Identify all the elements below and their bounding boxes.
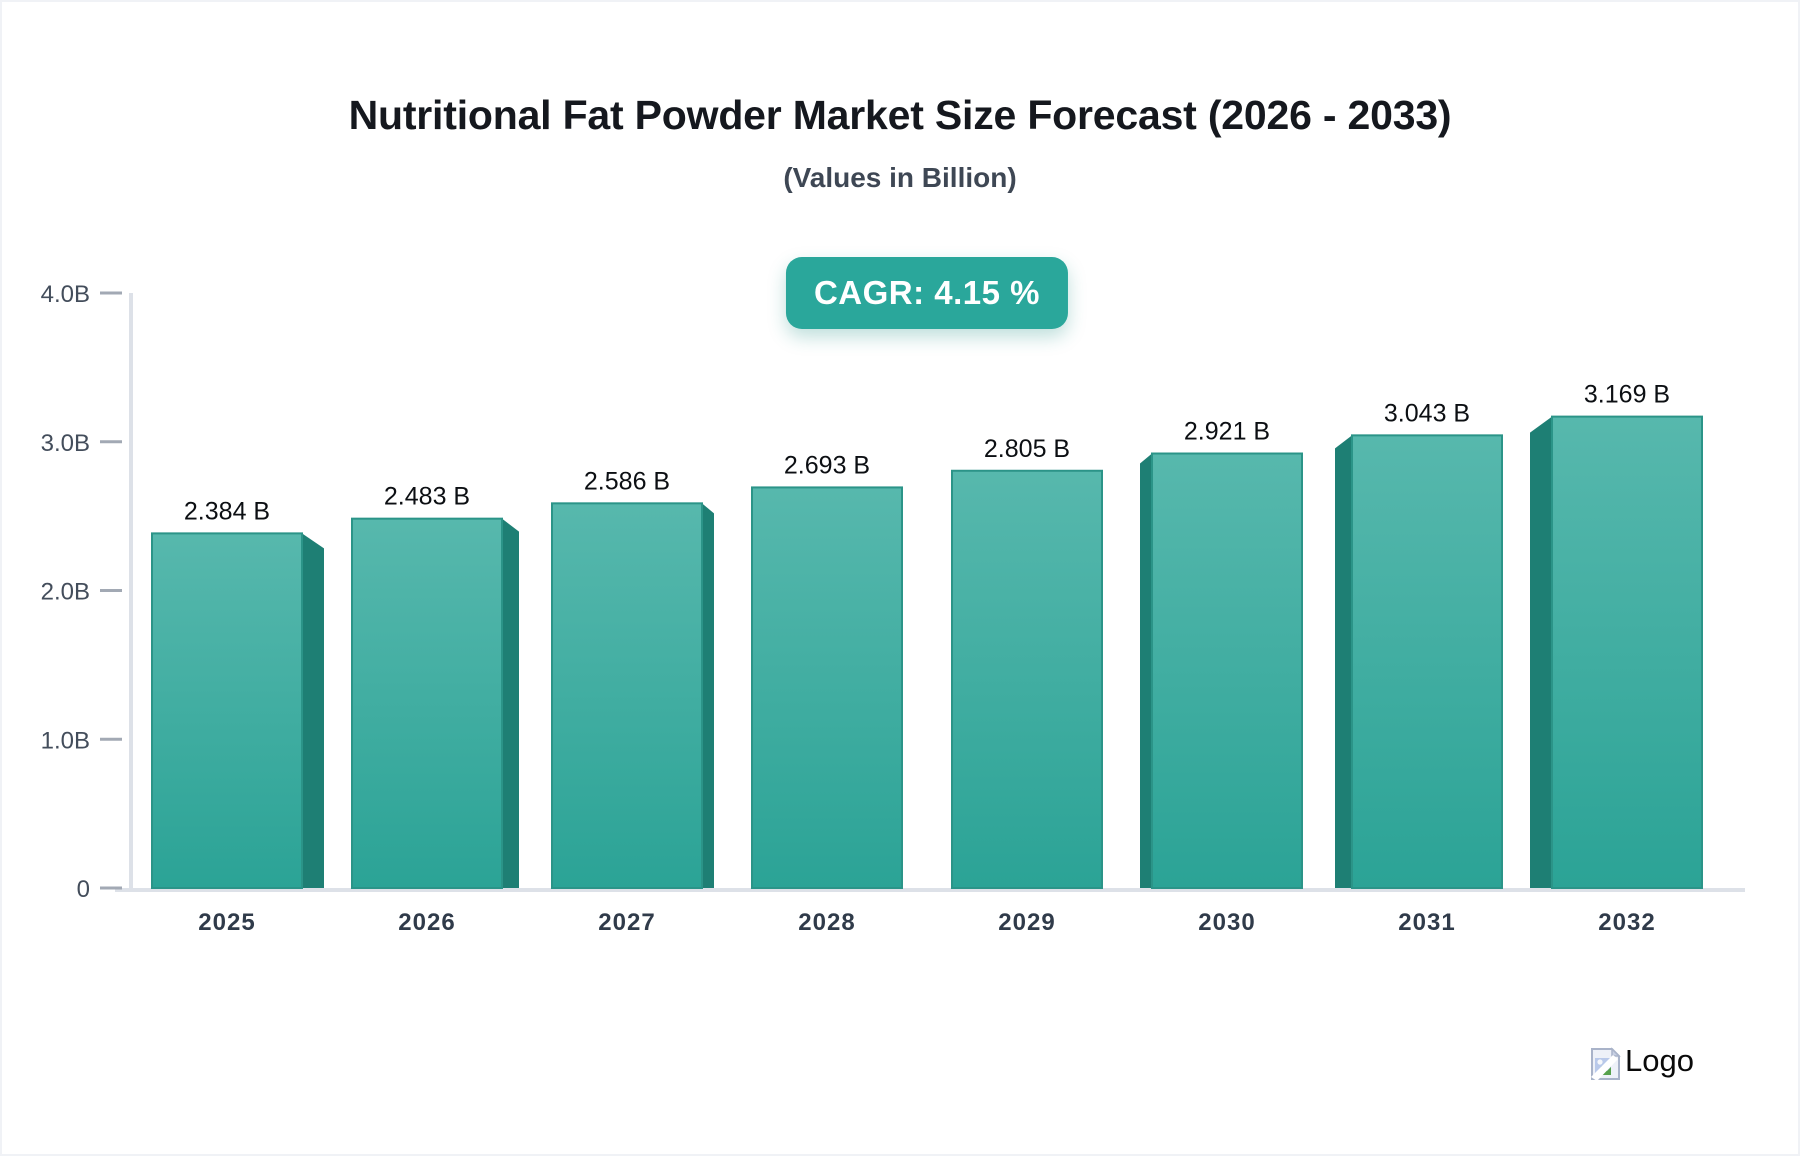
bar-value-label-2029: 2.805 B bbox=[984, 435, 1070, 463]
y-axis-tick-label: 3.0B bbox=[41, 430, 90, 457]
bar-2025 bbox=[151, 532, 303, 889]
bar-side-2025 bbox=[302, 533, 324, 888]
bar-value-label-2030: 2.921 B bbox=[1184, 418, 1270, 446]
y-axis-tick-label: 4.0B bbox=[41, 281, 90, 308]
y-axis-tick-label: 2.0B bbox=[41, 579, 90, 606]
bar-2031 bbox=[1351, 434, 1503, 889]
bar-2026 bbox=[351, 517, 503, 889]
logo-text: Logo bbox=[1625, 1043, 1694, 1078]
y-axis-tick bbox=[100, 291, 122, 295]
bar-2032 bbox=[1551, 415, 1703, 889]
cagr-badge-label: CAGR: 4.15 % bbox=[813, 274, 1041, 311]
bar-side-2030 bbox=[1140, 453, 1152, 888]
broken-image-icon bbox=[1591, 1047, 1621, 1081]
bar-value-label-2028: 2.693 B bbox=[784, 451, 870, 479]
x-axis-label-2027: 2027 bbox=[598, 909, 655, 936]
y-axis-tick bbox=[100, 440, 122, 444]
x-axis-line bbox=[115, 888, 1745, 892]
bar-2027 bbox=[551, 502, 703, 889]
x-axis-label-2028: 2028 bbox=[798, 909, 855, 936]
y-axis-tick bbox=[100, 589, 122, 592]
x-axis-label-2026: 2026 bbox=[398, 909, 455, 936]
bar-side-2027 bbox=[702, 503, 714, 888]
x-axis-label-2031: 2031 bbox=[1398, 909, 1455, 936]
bar-side-2032 bbox=[1530, 416, 1552, 888]
bar-value-label-2032: 3.169 B bbox=[1584, 381, 1670, 409]
cagr-badge: CAGR: 4.15 % bbox=[785, 257, 1069, 329]
y-axis-tick bbox=[100, 737, 122, 741]
chart-subtitle: (Values in Billion) bbox=[783, 162, 1017, 193]
x-axis-label-2030: 2030 bbox=[1198, 909, 1255, 936]
x-axis-label-2025: 2025 bbox=[198, 909, 255, 936]
bar-2029 bbox=[951, 469, 1103, 889]
bar-value-label-2027: 2.586 B bbox=[584, 467, 670, 495]
bar-value-label-2031: 3.043 B bbox=[1384, 399, 1470, 427]
x-axis-label-2029: 2029 bbox=[998, 909, 1055, 936]
y-axis-tick-label: 1.0B bbox=[41, 727, 90, 754]
bar-side-2031 bbox=[1335, 435, 1352, 888]
bar-2030 bbox=[1151, 452, 1303, 889]
y-axis-line bbox=[129, 293, 133, 890]
logo: Logo bbox=[1587, 1040, 1694, 1082]
bar-value-label-2025: 2.384 B bbox=[184, 497, 270, 525]
bar-2028 bbox=[751, 486, 903, 889]
y-axis-tick-label: 0 bbox=[77, 876, 90, 903]
bar-value-label-2026: 2.483 B bbox=[384, 483, 470, 511]
x-axis-label-2032: 2032 bbox=[1598, 909, 1655, 936]
y-axis-tick bbox=[100, 886, 122, 890]
bar-side-2026 bbox=[502, 518, 519, 888]
chart-title: Nutritional Fat Powder Market Size Forec… bbox=[348, 92, 1452, 138]
